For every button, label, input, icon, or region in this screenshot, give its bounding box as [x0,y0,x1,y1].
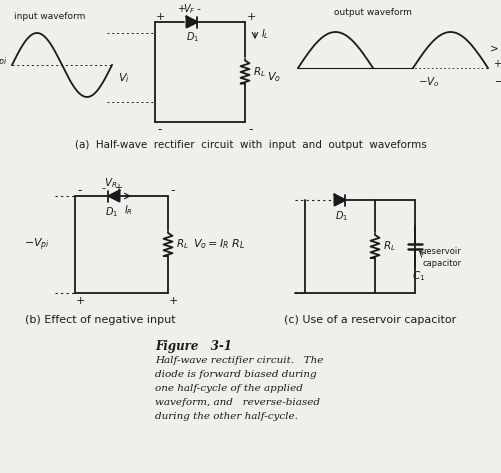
Text: $+$: $+$ [492,58,501,69]
Text: $V_F$: $V_F$ [182,2,195,16]
Text: $I_R$: $I_R$ [123,203,132,217]
Text: waveform, and   reverse-biased: waveform, and reverse-biased [155,398,319,407]
Text: $R_L$: $R_L$ [253,65,266,79]
Polygon shape [108,191,119,201]
Text: input waveform: input waveform [15,12,86,21]
Text: one half-cycle of the applied: one half-cycle of the applied [155,384,302,393]
Text: $-$: $-$ [493,75,501,85]
Text: -: - [157,123,162,137]
Polygon shape [334,194,345,205]
Text: +: + [168,296,177,306]
Text: Half-wave rectifier circuit.   The: Half-wave rectifier circuit. The [155,356,323,365]
Text: during the other half-cycle.: during the other half-cycle. [155,412,297,421]
Text: capacitor: capacitor [422,259,461,268]
Text: $R_L$: $R_L$ [176,237,188,252]
Text: $V_o = I_R\ R_L$: $V_o = I_R\ R_L$ [192,237,245,252]
Text: (b) Effect of negative input: (b) Effect of negative input [25,315,175,325]
Text: $I_L$: $I_L$ [261,27,269,41]
Text: -: - [248,123,253,137]
Text: $-V_{pi}$: $-V_{pi}$ [24,236,50,253]
Text: $C_1$: $C_1$ [411,270,425,283]
Text: $D_1$: $D_1$ [186,30,199,44]
Text: -: - [101,183,105,193]
Text: $\!\!>V_{po}$: $\!\!>V_{po}$ [489,43,501,57]
Text: $R_L$: $R_L$ [382,240,395,254]
Text: +: + [155,12,164,22]
Text: +: + [75,296,85,306]
Text: (c) Use of a reservoir capacitor: (c) Use of a reservoir capacitor [283,315,455,325]
Text: -: - [170,184,175,198]
Text: -: - [78,184,82,198]
Text: +: + [246,12,255,22]
Text: -: - [195,4,199,14]
Text: $V_o$: $V_o$ [267,70,281,84]
Text: $-V_o$: $-V_o$ [417,75,439,89]
Text: $V_i$: $V_i$ [118,71,129,85]
Text: +: + [177,4,185,14]
Text: $D_1$: $D_1$ [105,205,118,219]
Text: $V_{pi}$: $V_{pi}$ [0,54,8,70]
Polygon shape [186,17,197,27]
Text: $D_1$: $D_1$ [334,209,347,223]
Text: output waveform: output waveform [333,8,411,17]
Text: (a)  Half-wave  rectifier  circuit  with  input  and  output  waveforms: (a) Half-wave rectifier circuit with inp… [75,140,426,150]
Text: +: + [114,183,122,193]
Text: $V_R$: $V_R$ [104,176,118,190]
Text: reservoir: reservoir [422,247,460,256]
Text: diode is forward biased during: diode is forward biased during [155,370,316,379]
Text: Figure   3-1: Figure 3-1 [155,340,231,353]
